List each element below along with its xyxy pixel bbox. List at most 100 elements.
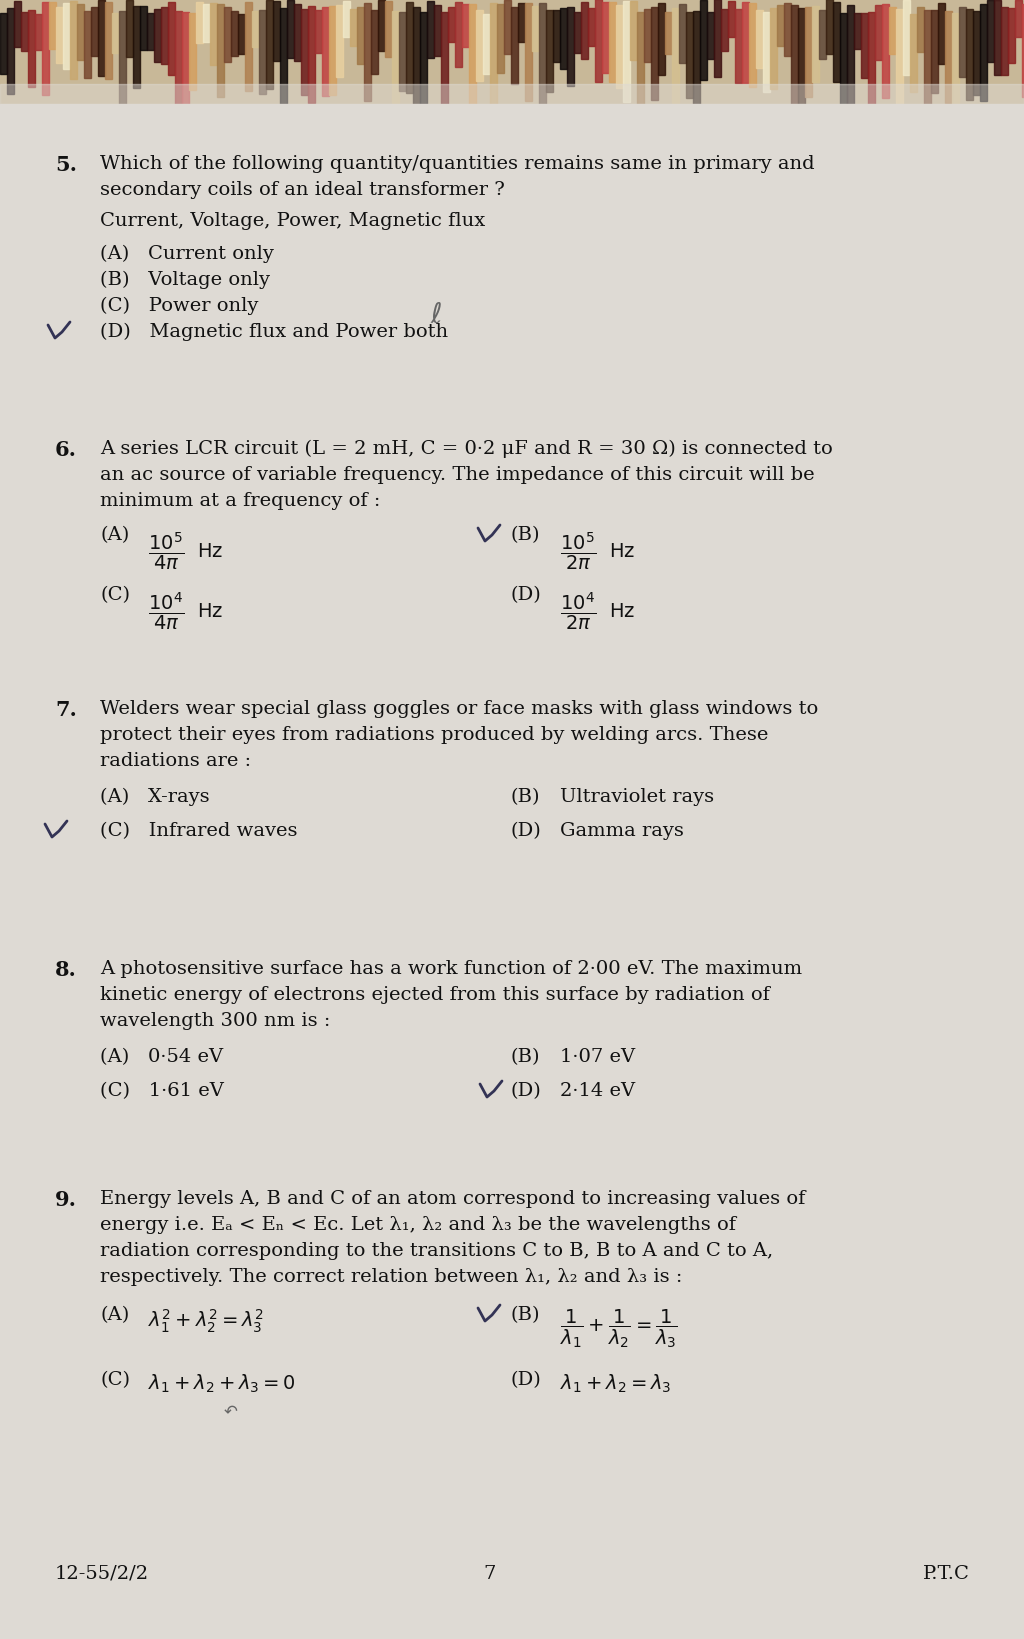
Bar (126, 2, 133, 57)
Text: P.T.C: P.T.C (923, 1564, 970, 1582)
Text: Which of the following quantity/quantities remains same in primary and: Which of the following quantity/quantiti… (100, 156, 815, 172)
Bar (539, 3, 546, 108)
Text: 8.: 8. (55, 959, 77, 980)
Bar (406, 3, 413, 93)
Text: (D): (D) (510, 821, 541, 839)
Text: 7: 7 (483, 1564, 497, 1582)
Text: (A): (A) (100, 1305, 129, 1323)
Bar (350, 10, 357, 48)
Bar (42, 3, 49, 97)
Bar (602, 3, 609, 74)
Bar (238, 15, 245, 56)
Bar (420, 13, 427, 105)
Bar (763, 13, 770, 93)
Bar (749, 3, 756, 89)
Text: 12-55/2/2: 12-55/2/2 (55, 1564, 150, 1582)
Bar (868, 13, 874, 115)
Bar (483, 15, 490, 75)
Bar (567, 8, 574, 87)
Bar (476, 10, 483, 82)
Bar (140, 8, 147, 51)
Text: radiations are :: radiations are : (100, 752, 251, 770)
Text: protect their eyes from radiations produced by welding arcs. These: protect their eyes from radiations produ… (100, 726, 768, 744)
Bar (728, 2, 735, 38)
Bar (22, 13, 28, 52)
Bar (490, 3, 497, 107)
Text: kinetic energy of electrons ejected from this surface by radiation of: kinetic energy of electrons ejected from… (100, 985, 770, 1003)
Bar (154, 10, 161, 62)
Bar (861, 15, 868, 79)
Bar (91, 8, 98, 57)
Text: 1·07 eV: 1·07 eV (560, 1047, 635, 1065)
Bar (287, 2, 294, 59)
Bar (826, 0, 833, 56)
Bar (413, 8, 420, 105)
Bar (392, 11, 399, 111)
Bar (63, 5, 70, 69)
Bar (245, 3, 252, 92)
Bar (777, 5, 784, 48)
Bar (189, 13, 196, 90)
Bar (574, 13, 581, 54)
Bar (175, 11, 182, 115)
Bar (770, 8, 777, 90)
Text: (B): (B) (510, 526, 540, 544)
Bar (147, 13, 154, 51)
Bar (308, 7, 315, 105)
Bar (133, 7, 140, 90)
Bar (994, 0, 1001, 75)
Bar (819, 11, 826, 59)
Bar (973, 11, 980, 97)
Bar (105, 3, 112, 80)
Text: radiation corresponding to the transitions C to B, B to A and C to A,: radiation corresponding to the transitio… (100, 1241, 773, 1259)
Bar (259, 11, 266, 95)
Text: $\dfrac{1}{\lambda_1} + \dfrac{1}{\lambda_2} = \dfrac{1}{\lambda_3}$: $\dfrac{1}{\lambda_1} + \dfrac{1}{\lambd… (560, 1308, 678, 1349)
Bar (1022, 5, 1024, 98)
Bar (700, 2, 707, 82)
Text: (C)   1·61 eV: (C) 1·61 eV (100, 1082, 224, 1100)
Bar (532, 7, 539, 52)
Bar (84, 11, 91, 79)
Bar (469, 5, 476, 107)
Text: (D): (D) (510, 1370, 541, 1388)
Bar (1015, 0, 1022, 38)
Bar (336, 7, 343, 79)
Text: $\lambda_1^2 + \lambda_2^2 = \lambda_3^2$: $\lambda_1^2 + \lambda_2^2 = \lambda_3^2… (148, 1308, 263, 1334)
Text: (C)   Infrared waves: (C) Infrared waves (100, 821, 298, 839)
Text: (B): (B) (510, 787, 540, 805)
Bar (511, 8, 518, 85)
Text: (C)   Power only: (C) Power only (100, 297, 258, 315)
Text: (D): (D) (510, 1082, 541, 1100)
Text: Energy levels A, B and C of an atom correspond to increasing values of: Energy levels A, B and C of an atom corr… (100, 1190, 805, 1208)
Text: 2·14 eV: 2·14 eV (560, 1082, 635, 1100)
Text: A photosensitive surface has a work function of 2·00 eV. The maximum: A photosensitive surface has a work func… (100, 959, 802, 977)
Bar (874, 7, 882, 61)
Bar (252, 11, 259, 48)
Text: Gamma rays: Gamma rays (560, 821, 684, 839)
Bar (49, 3, 56, 51)
Bar (658, 3, 665, 75)
Text: wavelength 300 nm is :: wavelength 300 nm is : (100, 1011, 331, 1029)
Bar (449, 8, 455, 43)
Text: Current, Voltage, Power, Magnetic flux: Current, Voltage, Power, Magnetic flux (100, 211, 485, 229)
Bar (455, 3, 462, 67)
Bar (693, 11, 700, 108)
Bar (560, 10, 567, 70)
Bar (119, 11, 126, 115)
Bar (224, 8, 231, 62)
Bar (196, 3, 203, 44)
Bar (854, 13, 861, 49)
Bar (210, 3, 217, 66)
Bar (427, 2, 434, 59)
Text: (C): (C) (100, 1370, 130, 1388)
Bar (945, 11, 952, 103)
Bar (609, 3, 616, 82)
Bar (168, 3, 175, 75)
Bar (315, 11, 322, 54)
Text: an ac source of variable frequency. The impedance of this circuit will be: an ac source of variable frequency. The … (100, 465, 815, 484)
Text: $\dfrac{10^5}{2\pi}$  Hz: $\dfrac{10^5}{2\pi}$ Hz (560, 529, 635, 572)
Bar (644, 10, 651, 62)
Text: (D)   Magnetic flux and Power both: (D) Magnetic flux and Power both (100, 323, 449, 341)
Text: (C): (C) (100, 585, 130, 603)
Bar (553, 11, 560, 62)
